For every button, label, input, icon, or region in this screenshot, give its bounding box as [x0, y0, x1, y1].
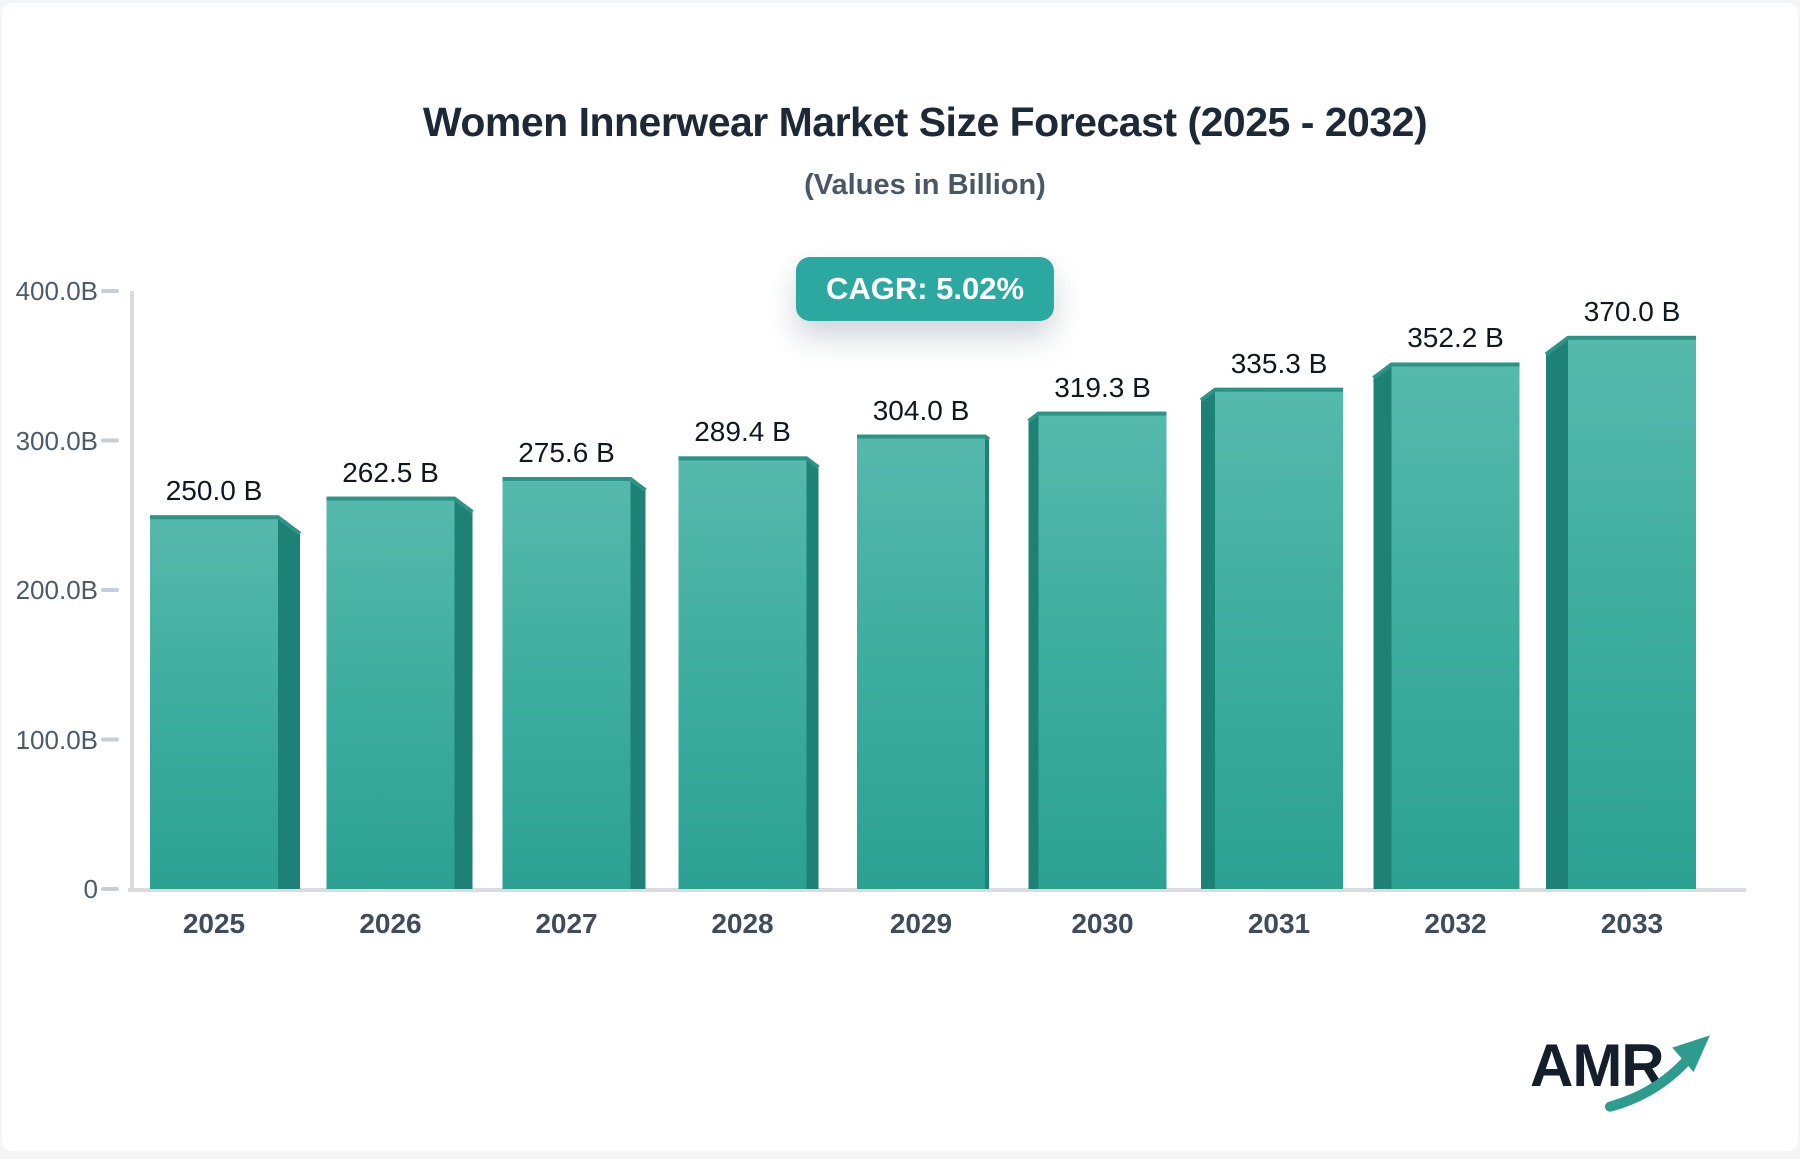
bar-2032: [1392, 362, 1520, 889]
bar-2027: [503, 477, 631, 889]
bar-side-2031: [1201, 388, 1215, 889]
bar-side-2028: [807, 456, 819, 889]
bar-2025: [150, 515, 278, 889]
y-axis-tick-dash: [101, 738, 119, 742]
brand-logo: AMR: [1530, 1031, 1740, 1131]
bar-2031: [1215, 388, 1343, 889]
y-axis-tick-dash: [101, 439, 119, 443]
growth-arrow-icon: [1604, 1031, 1716, 1113]
bar-2030: [1039, 412, 1167, 889]
bar-side-2030: [1029, 412, 1039, 889]
bar-2026: [327, 497, 455, 889]
bar-side-2029: [985, 435, 989, 889]
bar-value-label: 370.0 B: [1522, 295, 1742, 329]
chart-canvas: [2, 3, 1800, 1159]
bar-2029: [857, 435, 985, 889]
y-axis-tick-label: 200.0B: [6, 574, 98, 606]
bar-side-2033: [1546, 336, 1568, 889]
bar-side-2026: [455, 497, 473, 889]
y-axis-tick-dash: [101, 887, 119, 891]
y-axis-tick-label: 400.0B: [6, 275, 98, 307]
bar-side-2032: [1374, 362, 1392, 889]
bar-side-2027: [631, 477, 646, 889]
y-axis-tick-dash: [101, 588, 119, 592]
bar-2028: [679, 456, 807, 889]
bar-2033: [1568, 336, 1696, 889]
y-axis-tick-dash: [101, 289, 119, 293]
y-axis-tick-label: 300.0B: [6, 425, 98, 457]
chart-card: Women Innerwear Market Size Forecast (20…: [2, 3, 1798, 1151]
y-axis-line: [130, 291, 134, 891]
y-axis-tick-label: 100.0B: [6, 724, 98, 756]
y-axis-tick-label: 0: [6, 873, 98, 905]
bar-side-2025: [278, 515, 300, 889]
x-axis-year-label: 2033: [1522, 907, 1742, 941]
